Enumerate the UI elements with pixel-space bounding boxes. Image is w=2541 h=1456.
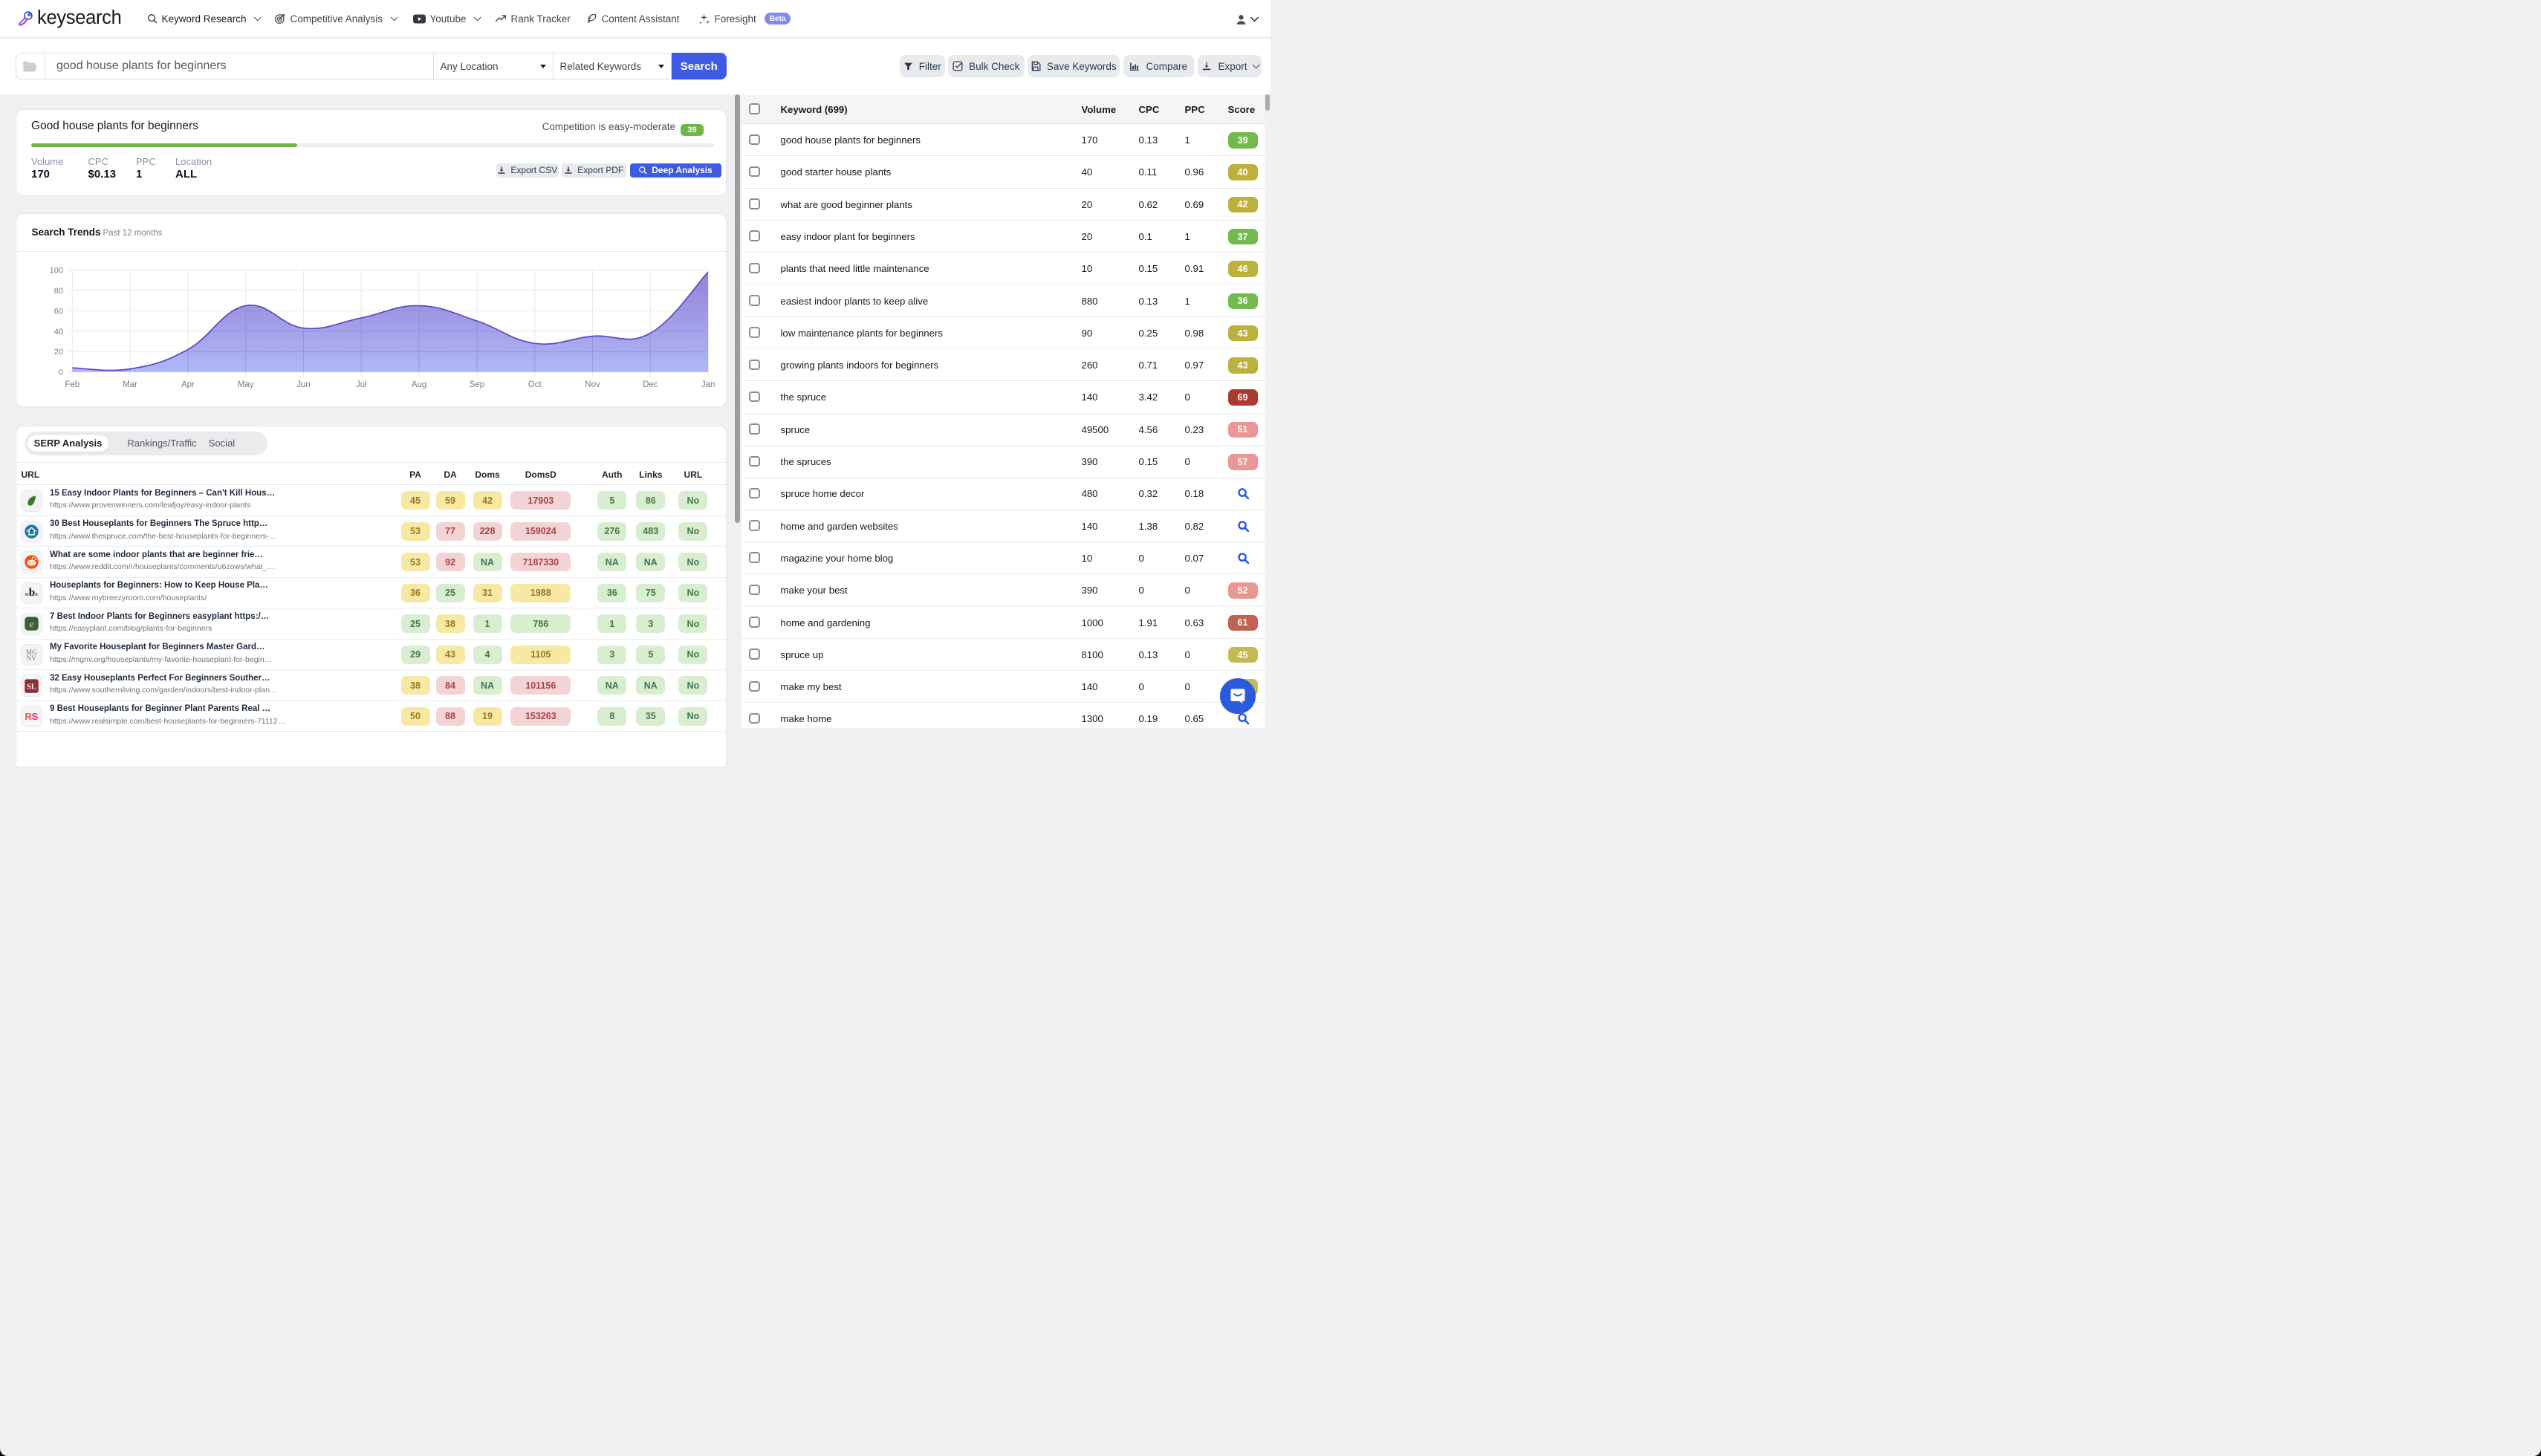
- svg-text:Aug: Aug: [411, 380, 426, 389]
- svg-text:Mar: Mar: [123, 380, 137, 389]
- svg-text:40: 40: [53, 328, 62, 337]
- svg-text:20: 20: [53, 348, 62, 357]
- svg-text:Dec: Dec: [643, 380, 658, 389]
- svg-text:Apr: Apr: [181, 380, 194, 389]
- svg-text:Nov: Nov: [585, 380, 600, 389]
- svg-text:Jan: Jan: [701, 380, 715, 389]
- svg-text:60: 60: [53, 307, 62, 316]
- svg-text:100: 100: [49, 266, 62, 275]
- svg-text:Jun: Jun: [296, 380, 311, 389]
- svg-text:0: 0: [58, 368, 62, 377]
- svg-text:Feb: Feb: [65, 380, 79, 389]
- svg-text:80: 80: [53, 287, 62, 296]
- svg-text:SL: SL: [27, 683, 36, 691]
- svg-text:Sep: Sep: [469, 380, 484, 389]
- svg-text:Oct: Oct: [528, 380, 542, 389]
- svg-text:Jul: Jul: [355, 380, 366, 389]
- svg-text:e: e: [29, 618, 33, 629]
- svg-text:May: May: [237, 380, 253, 389]
